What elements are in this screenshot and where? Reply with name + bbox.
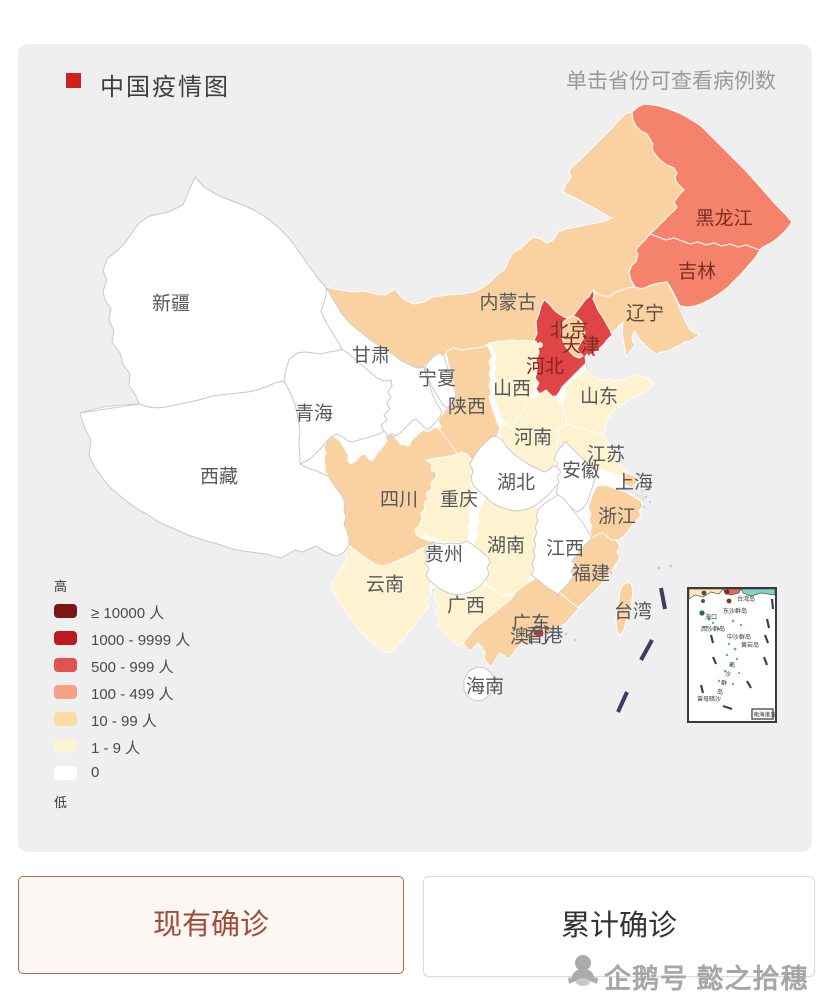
svg-text:云南: 云南 [366,574,404,596]
svg-text:湖北: 湖北 [497,472,535,494]
svg-text:山东: 山东 [580,386,618,408]
svg-text:东沙群岛: 东沙群岛 [723,607,747,615]
svg-text:黑龙江: 黑龙江 [695,208,752,230]
svg-text:海南: 海南 [466,676,504,698]
svg-text:江西: 江西 [546,538,584,560]
svg-text:黄岩岛: 黄岩岛 [741,641,759,649]
svg-text:贵州: 贵州 [425,544,463,566]
svg-text:内蒙古: 内蒙古 [479,292,536,314]
svg-text:江苏: 江苏 [587,444,625,466]
svg-text:台湾: 台湾 [614,601,652,623]
svg-text:香港: 香港 [525,625,563,647]
svg-text:中沙群岛: 中沙群岛 [727,633,751,641]
svg-text:辽宁: 辽宁 [626,303,664,325]
svg-text:宁夏: 宁夏 [418,368,456,390]
svg-text:群: 群 [721,679,727,687]
svg-text:福建: 福建 [572,563,610,585]
svg-text:河南: 河南 [514,427,552,449]
svg-text:南海诸岛: 南海诸岛 [754,711,776,719]
svg-text:南: 南 [729,661,735,669]
svg-text:四川: 四川 [380,490,418,511]
svg-text:青海: 青海 [295,403,333,425]
svg-text:安徽: 安徽 [562,460,600,482]
svg-text:新疆: 新疆 [152,293,190,315]
svg-text:北京: 北京 [550,320,588,342]
svg-text:河北: 河北 [526,356,564,378]
svg-text:曾母暗沙: 曾母暗沙 [697,695,721,703]
svg-text:湖南: 湖南 [487,535,525,557]
svg-text:重庆: 重庆 [440,489,478,511]
svg-text:陕西: 陕西 [448,396,486,418]
svg-text:天津: 天津 [562,335,600,357]
svg-text:沙: 沙 [725,671,731,678]
svg-text:西藏: 西藏 [200,466,238,488]
svg-text:澳门: 澳门 [510,626,548,648]
svg-text:西沙群岛: 西沙群岛 [701,625,725,633]
svg-text:海口: 海口 [705,613,717,621]
svg-text:吉林: 吉林 [678,261,716,283]
svg-text:广西: 广西 [447,595,485,617]
svg-text:岛: 岛 [717,688,723,696]
svg-text:山西: 山西 [493,378,531,400]
svg-text:上海: 上海 [615,472,653,494]
svg-text:广东: 广东 [512,613,550,635]
svg-text:甘肃: 甘肃 [352,345,390,367]
svg-text:台湾岛: 台湾岛 [737,595,755,603]
svg-text:浙江: 浙江 [598,506,636,528]
